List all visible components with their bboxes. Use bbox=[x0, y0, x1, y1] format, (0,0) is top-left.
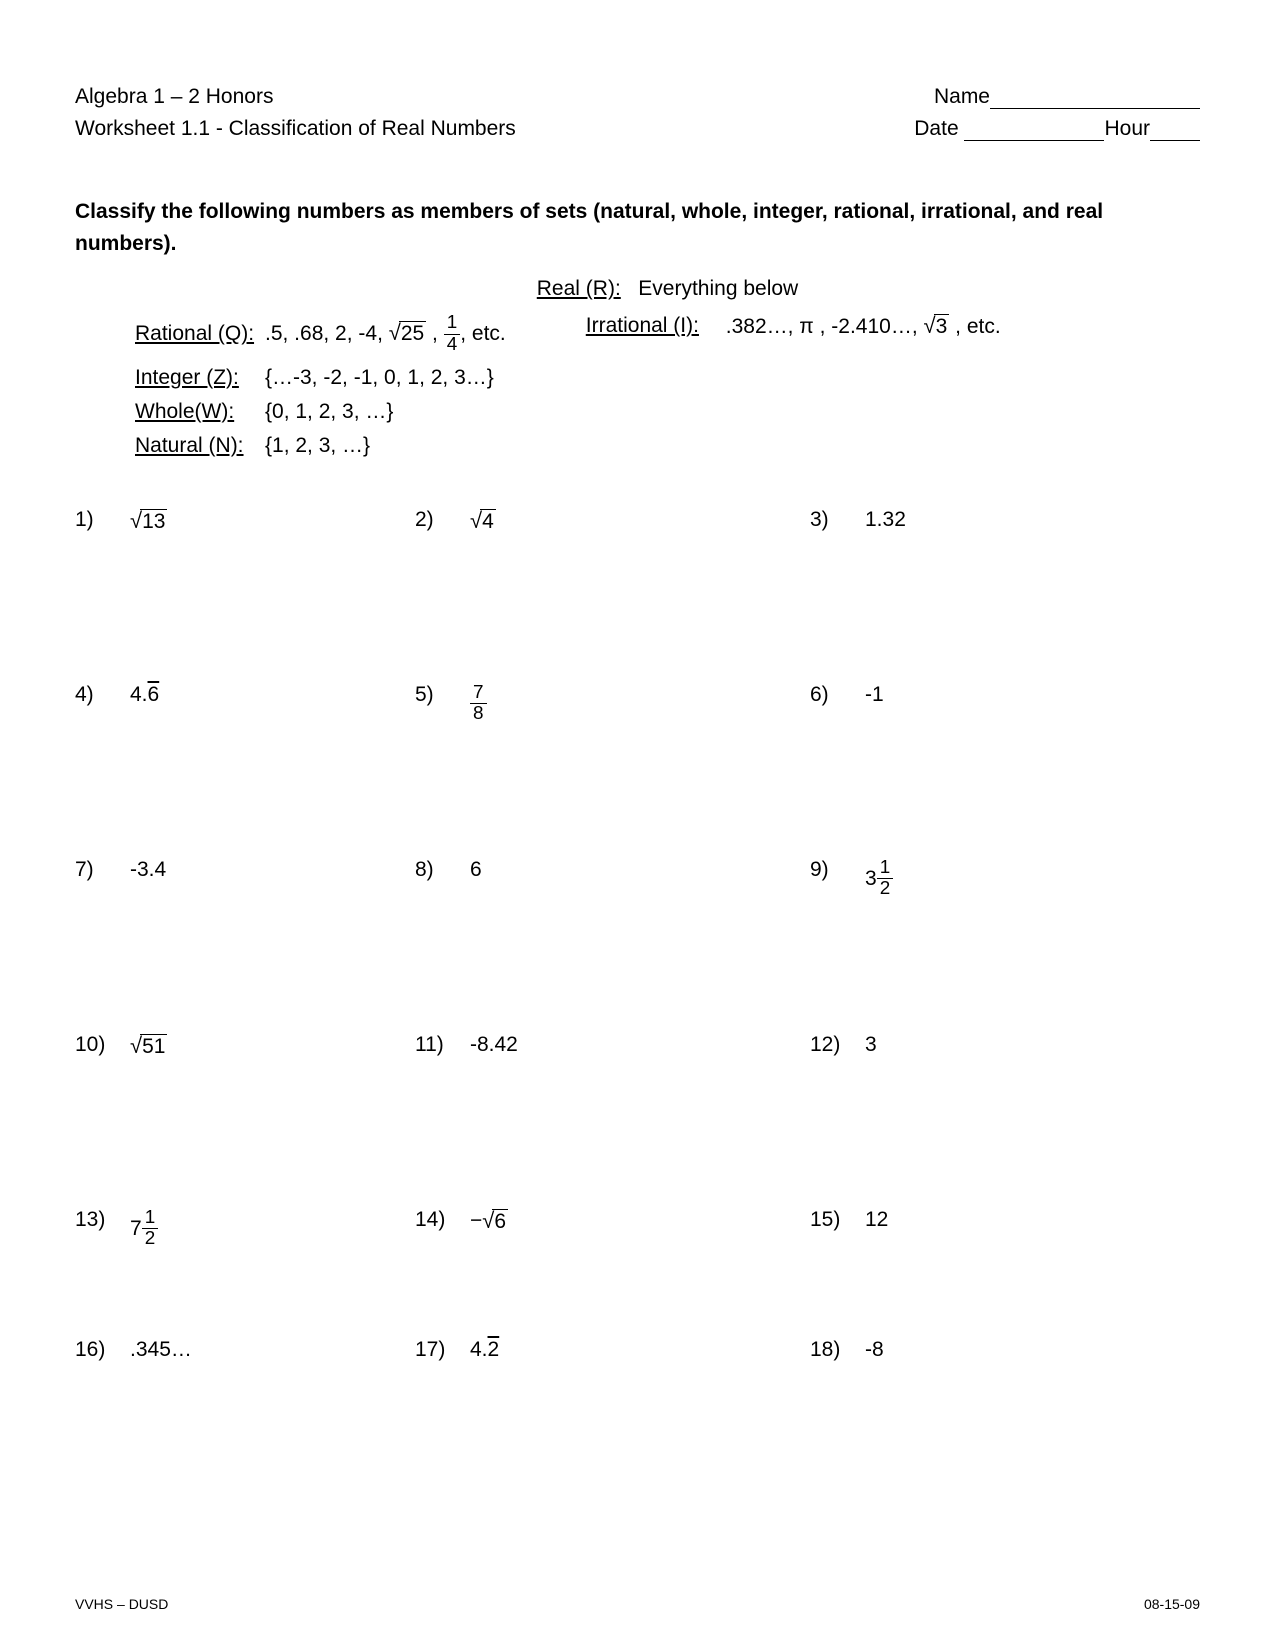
problem-14: 14)−√6 bbox=[415, 1208, 810, 1338]
footer-left: VVHS – DUSD bbox=[75, 1596, 168, 1612]
ref-natural: Natural (N): {1, 2, 3, …} bbox=[135, 434, 506, 458]
problem-6: 6)-1 bbox=[810, 683, 1090, 858]
problem-1: 1)√13 bbox=[75, 508, 415, 683]
problem-15: 15)12 bbox=[810, 1208, 1090, 1338]
header-line-2: Worksheet 1.1 - Classification of Real N… bbox=[75, 117, 1200, 141]
footer-right: 08-15-09 bbox=[1144, 1596, 1200, 1612]
problem-13: 13)712 bbox=[75, 1208, 415, 1338]
header-line-1: Algebra 1 – 2 Honors Name bbox=[75, 85, 1200, 109]
ref-real: Real (R): Everything below bbox=[135, 277, 1200, 301]
problem-3: 3)1.32 bbox=[810, 508, 1090, 683]
problems-grid: 1)√13 2)√4 3)1.32 4)4.6 5)78 6)-1 7)-3.4… bbox=[75, 508, 1200, 1468]
ref-irrational: Irrational (I): .382…, π , -2.410…, √3 ,… bbox=[586, 313, 1001, 339]
problem-12: 12)3 bbox=[810, 1033, 1090, 1208]
reference-section: Real (R): Everything below Rational (Q):… bbox=[75, 277, 1200, 458]
course-title: Algebra 1 – 2 Honors bbox=[75, 85, 273, 109]
problem-8: 8)6 bbox=[415, 858, 810, 1033]
ref-whole: Whole(W): {0, 1, 2, 3, …} bbox=[135, 400, 506, 424]
problem-16: 16).345… bbox=[75, 1338, 415, 1468]
worksheet-title: Worksheet 1.1 - Classification of Real N… bbox=[75, 117, 516, 141]
date-blank[interactable] bbox=[964, 140, 1104, 141]
footer: VVHS – DUSD 08-15-09 bbox=[75, 1596, 1200, 1612]
date-hour-field: Date Hour bbox=[914, 117, 1200, 141]
name-field: Name bbox=[934, 85, 1200, 109]
problem-5: 5)78 bbox=[415, 683, 810, 858]
problem-4: 4)4.6 bbox=[75, 683, 415, 858]
ref-rational: Rational (Q): .5, .68, 2, -4, √25 , 14, … bbox=[135, 313, 506, 356]
problem-7: 7)-3.4 bbox=[75, 858, 415, 1033]
problem-2: 2)√4 bbox=[415, 508, 810, 683]
problem-18: 18)-8 bbox=[810, 1338, 1090, 1468]
hour-blank[interactable] bbox=[1150, 140, 1200, 141]
problem-11: 11)-8.42 bbox=[415, 1033, 810, 1208]
problem-17: 17)4.2 bbox=[415, 1338, 810, 1468]
problem-9: 9)312 bbox=[810, 858, 1090, 1033]
problem-10: 10)√51 bbox=[75, 1033, 415, 1208]
ref-integer: Integer (Z): {…-3, -2, -1, 0, 1, 2, 3…} bbox=[135, 366, 506, 390]
instructions-text: Classify the following numbers as member… bbox=[75, 196, 1200, 259]
name-blank[interactable] bbox=[990, 108, 1200, 109]
